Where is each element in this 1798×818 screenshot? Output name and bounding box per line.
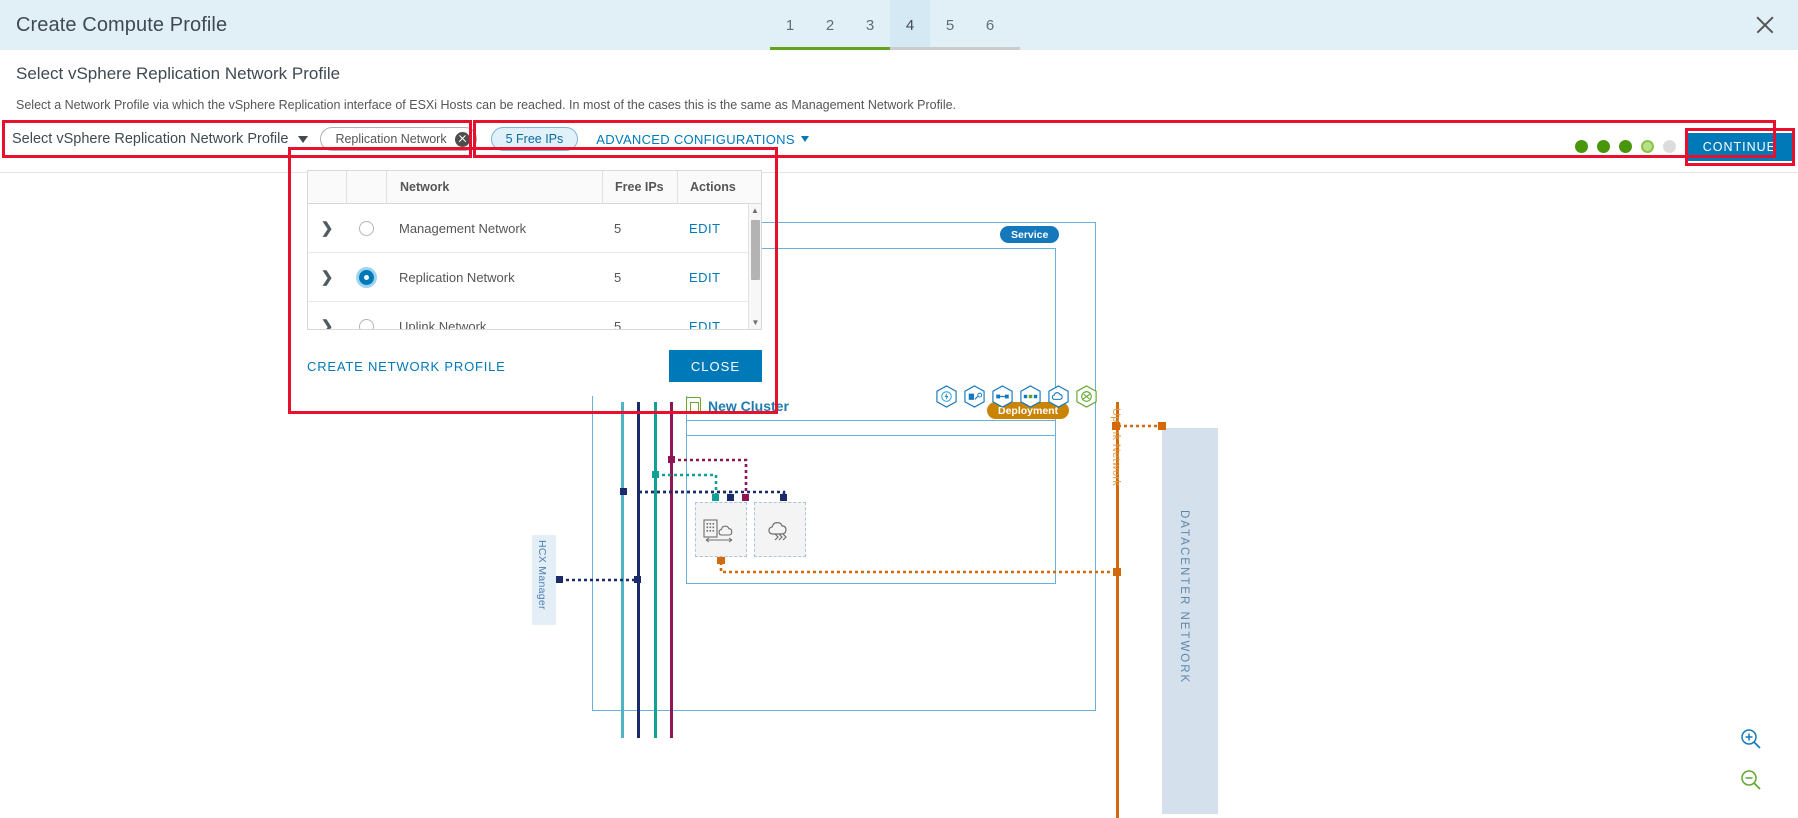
close-circle-icon[interactable] [454, 131, 470, 147]
advanced-configurations-link[interactable]: ADVANCED CONFIGURATIONS [596, 132, 809, 147]
wizard-step-6[interactable]: 6 [985, 16, 995, 34]
network-radio-management[interactable] [346, 220, 386, 236]
edit-link[interactable]: EDIT [689, 318, 721, 330]
network-name: Uplink Network [399, 318, 487, 330]
network-line-maroon [670, 402, 673, 738]
chevron-right-icon[interactable]: ❯ [320, 269, 334, 286]
create-network-profile-link[interactable]: CREATE NETWORK PROFILE [307, 358, 506, 374]
popover-actions: CREATE NETWORK PROFILE CLOSE [307, 346, 762, 386]
service-badge: Service [1000, 226, 1060, 243]
edit-link[interactable]: EDIT [689, 269, 721, 285]
grid-body: ❯ Management Network 5 EDIT ❯ Replicatio… [308, 204, 761, 329]
grid-header-expand [308, 171, 346, 204]
close-icon[interactable] [1750, 10, 1780, 40]
wizard-step-2[interactable]: 2 [825, 16, 835, 34]
network-radio-uplink[interactable] [346, 318, 386, 329]
network-free-ips: 5 [614, 220, 622, 236]
table-row[interactable]: ❯ Management Network 5 EDIT [308, 204, 761, 253]
wan-optimizer-appliance-tile[interactable] [754, 502, 806, 557]
wizard-step-5[interactable]: 5 [945, 16, 955, 34]
network-name: Management Network [399, 220, 527, 236]
window-title: Create Compute Profile [16, 13, 228, 36]
header-divider [0, 172, 1798, 173]
cluster-label-text: New Cluster [708, 397, 789, 414]
chevron-right-icon[interactable]: ❯ [320, 318, 334, 329]
wizard-step-3[interactable]: 3 [865, 16, 875, 34]
network-profile-select-label: Select vSphere Replication Network Profi… [12, 131, 289, 147]
progress-dot-2 [1597, 140, 1610, 153]
wizard-step-4[interactable]: 4 [890, 0, 930, 50]
network-line-navy [637, 402, 640, 738]
continue-button[interactable]: CONTINUE [1686, 133, 1792, 161]
caret-down-icon[interactable]: ▼ [751, 318, 760, 327]
network-free-ips: 5 [614, 318, 622, 330]
chevron-down-icon [800, 136, 809, 142]
network-radio-replication[interactable] [346, 269, 386, 285]
progress-dot-5 [1663, 140, 1676, 153]
network-extension-hexagon-icon [992, 385, 1013, 408]
network-profile-popover: Network Free IPs Actions ❯ Management Ne… [307, 170, 762, 396]
selected-network-chip: Replication Network [320, 127, 477, 151]
advanced-configurations-label: ADVANCED CONFIGURATIONS [596, 131, 795, 147]
network-line-uplink [1116, 402, 1119, 818]
compute-profile-diagram: Service New Cluster Deployment [0, 180, 1798, 818]
wizard-progress-bar [770, 47, 890, 50]
progress-dot-3 [1619, 140, 1632, 153]
bulk-migration-hexagon-icon [1020, 385, 1041, 408]
edit-link[interactable]: EDIT [689, 220, 721, 236]
deployment-badge: Deployment [987, 402, 1070, 419]
diagram-zoom-controls [1740, 728, 1762, 796]
cluster-icon [686, 397, 701, 414]
datacenter-network-bar [1162, 428, 1218, 814]
chevron-right-icon[interactable]: ❯ [320, 220, 334, 237]
os-assisted-migration-hexagon-icon [1076, 385, 1097, 408]
page-description: Select a Network Profile via which the v… [16, 98, 957, 112]
zoom-out-icon[interactable] [1740, 769, 1762, 796]
interconnect-appliance-icon [703, 518, 733, 542]
datacenter-network-label: DATACENTER NETWORK [1178, 510, 1190, 685]
chevron-down-icon [298, 135, 309, 143]
scrollbar-thumb[interactable] [751, 220, 760, 280]
table-row[interactable]: ❯ Uplink Network 5 EDIT [308, 302, 761, 329]
progress-dots [1575, 140, 1676, 153]
wan-optimizer-appliance-icon [768, 521, 787, 540]
disaster-recovery-hexagon-icon [1048, 385, 1069, 408]
wizard-step-indicator: 1 2 3 4 5 6 [770, 0, 1010, 50]
interconnect-appliance-tile[interactable] [695, 502, 747, 557]
close-popover-button[interactable]: CLOSE [668, 350, 762, 382]
progress-dot-1 [1575, 140, 1588, 153]
selected-network-chip-label: Replication Network [335, 132, 447, 146]
grid-vertical-scrollbar[interactable]: ▲ ▼ [748, 204, 761, 329]
grid-header-network: Network [386, 170, 602, 204]
diagram-datacenter-container [592, 222, 1096, 711]
hcx-manager-box [532, 535, 556, 625]
grid-header-free-ips: Free IPs [602, 170, 677, 204]
wizard-step-1[interactable]: 1 [785, 16, 795, 34]
network-name: Replication Network [399, 269, 515, 285]
network-profile-grid: Network Free IPs Actions ❯ Management Ne… [307, 170, 762, 330]
page-title: Select vSphere Replication Network Profi… [16, 64, 341, 83]
diagram-cluster-container [686, 420, 1056, 584]
progress-dot-4 [1641, 140, 1654, 153]
free-ips-badge: 5 Free IPs [490, 127, 579, 151]
network-line-cyan [621, 402, 624, 738]
caret-up-icon[interactable]: ▲ [751, 206, 759, 215]
network-profile-select[interactable]: Select vSphere Replication Network Profi… [0, 128, 317, 150]
grid-header-actions: Actions [677, 170, 749, 204]
diagram-connectors [556, 422, 1166, 583]
service-icons-row [935, 385, 1098, 408]
wizard-rail [890, 47, 1020, 50]
bolt-hexagon-icon [936, 385, 957, 408]
network-free-ips: 5 [614, 269, 622, 285]
network-profile-control-row: Select vSphere Replication Network Profi… [0, 124, 809, 154]
grid-header-row: Network Free IPs Actions [308, 170, 761, 204]
grid-header-select [346, 170, 386, 204]
network-line-teal [654, 402, 657, 738]
table-row[interactable]: ❯ Replication Network 5 EDIT [308, 253, 761, 302]
wan-optimization-hexagon-icon [964, 385, 985, 408]
cluster-label: New Cluster [686, 397, 789, 414]
hcx-manager-label: HCX Manager [536, 540, 548, 610]
zoom-in-icon[interactable] [1740, 728, 1762, 755]
